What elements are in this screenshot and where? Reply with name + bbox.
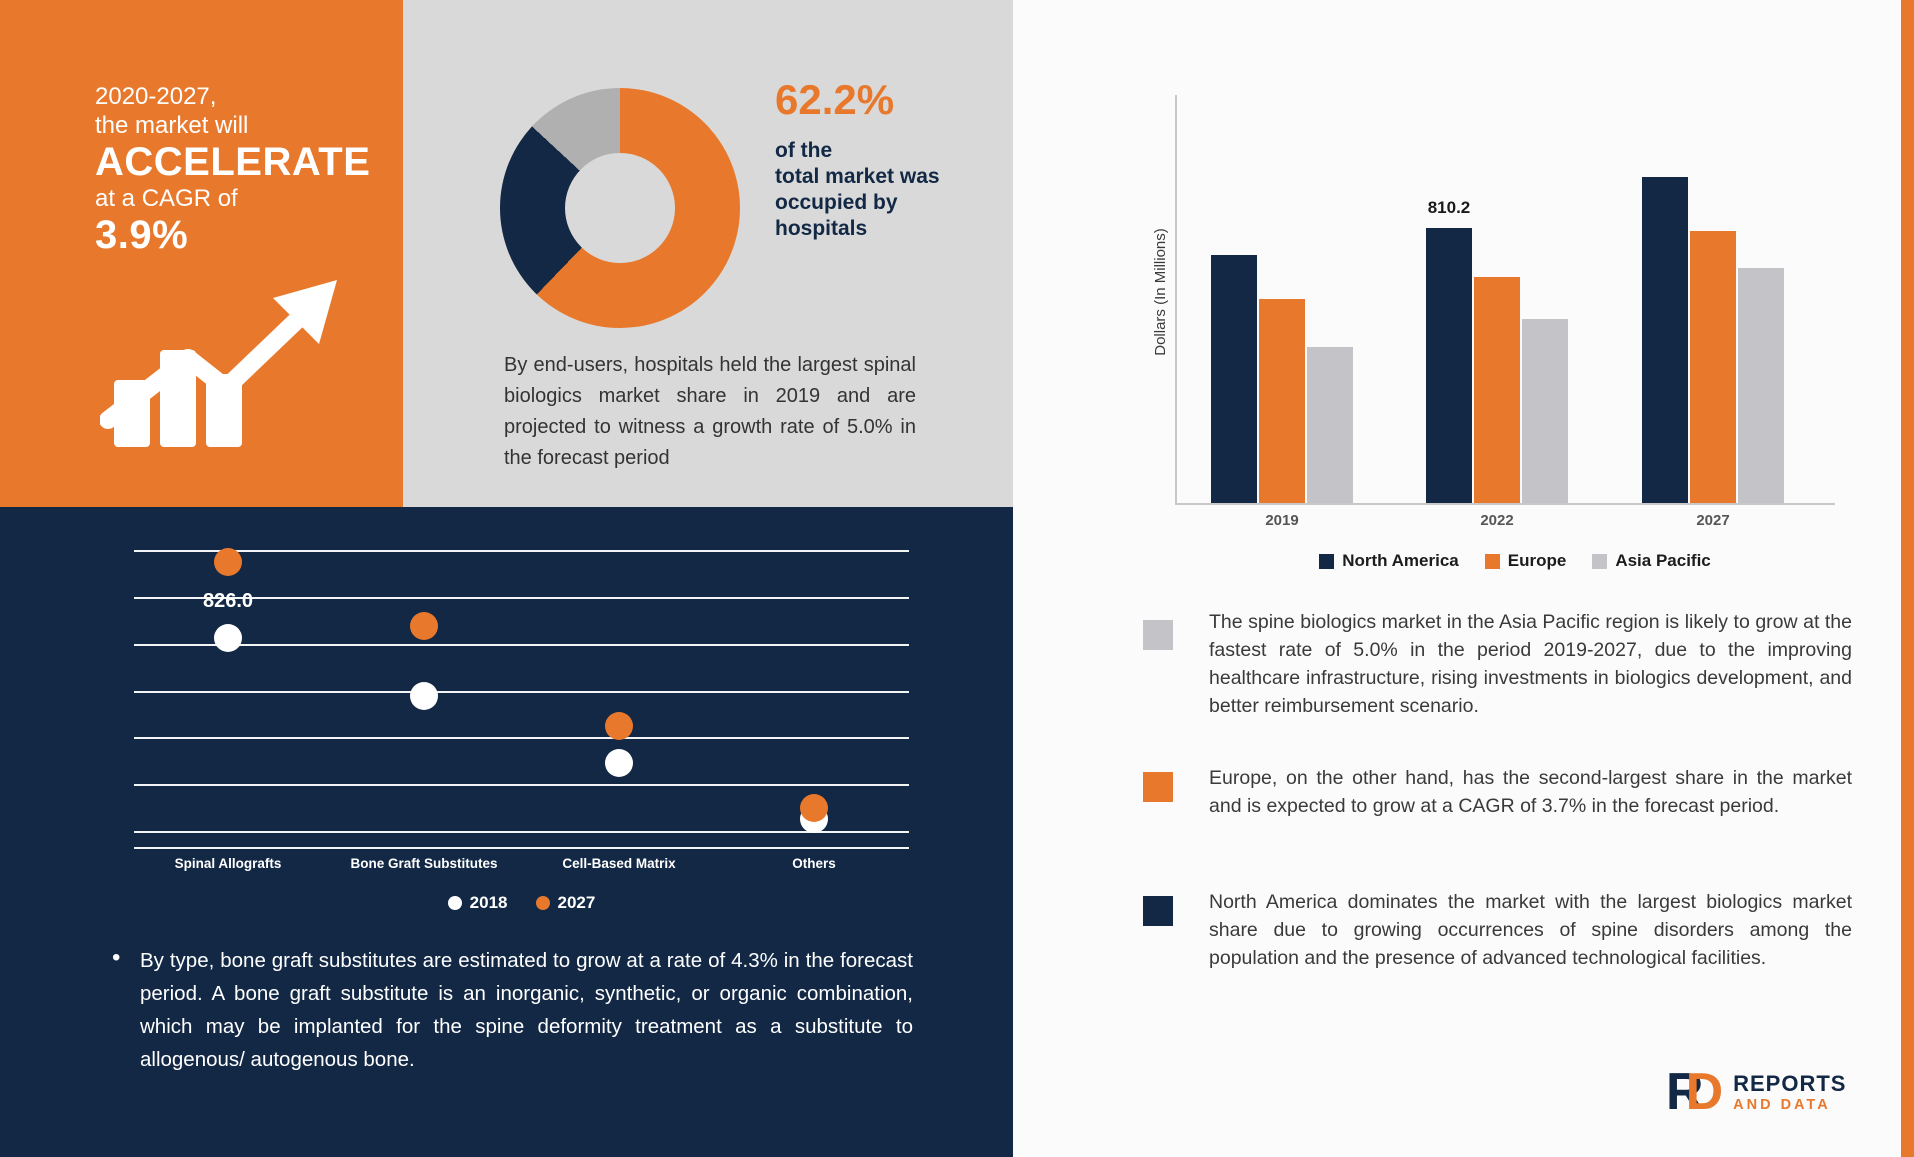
legend-square-north-america	[1319, 553, 1335, 569]
legend-item-north-america: North America	[1319, 551, 1459, 571]
bar-asia-pacific-2019	[1307, 346, 1353, 503]
dot-2018-0	[214, 623, 242, 652]
legend-dot-2027	[535, 896, 550, 910]
bar-north-america-2022	[1426, 227, 1472, 503]
right-accent-strip	[1901, 0, 1914, 1157]
north-america-paragraph: North America dominates the market with …	[1209, 891, 1852, 969]
end-user-paragraph: By end-users, hospitals held the largest…	[504, 354, 916, 469]
europe-bullet-square	[1143, 772, 1173, 802]
bar-north-america-2027	[1642, 176, 1688, 503]
headline-period: 2020-2027,	[95, 83, 217, 110]
headline-cagr-label: at a CAGR of	[95, 185, 238, 212]
asia-pacific-bullet-square	[1143, 620, 1173, 650]
dot-2027-0	[214, 547, 242, 576]
caption-line-1: of the	[775, 139, 833, 162]
gridline	[134, 831, 909, 833]
caption-line-3: occupied by	[775, 191, 898, 214]
headline-cagr-value: 3.9%	[95, 213, 189, 257]
regional-panel	[1013, 0, 1901, 1157]
data-label-annotation: 826.0	[202, 589, 254, 612]
europe-paragraph: Europe, on the other hand, has the secon…	[1209, 767, 1852, 817]
legend-label: North America	[1342, 551, 1459, 570]
caption-line-4: hospitals	[775, 217, 868, 240]
gridline	[134, 550, 909, 552]
category-label: Cell-Based Matrix	[562, 856, 676, 871]
legend-item-2027: 2027	[535, 893, 596, 913]
reports-and-data-logo: R D REPORTS AND DATA	[1666, 1066, 1846, 1118]
legend-item-europe: Europe	[1484, 551, 1567, 571]
caption-line-2: total market was	[775, 165, 940, 188]
category-label: Others	[792, 856, 836, 871]
legend-item-asia-pacific: Asia Pacific	[1592, 551, 1711, 571]
logo-letter-r: R	[1666, 1063, 1704, 1121]
logo-reports: REPORTS	[1733, 1071, 1847, 1096]
legend-label-2027: 2027	[557, 893, 596, 912]
asia-pacific-paragraph: The spine biologics market in the Asia P…	[1209, 611, 1852, 717]
hospital-share-donut-chart	[500, 88, 740, 328]
regional-legend: North America Europe Asia Pacific	[1175, 551, 1855, 571]
dot-2027-1	[410, 612, 438, 641]
gridline	[134, 737, 909, 740]
bar-europe-2022	[1474, 276, 1520, 503]
legend-label-2018: 2018	[469, 893, 508, 912]
y-axis-label: Dollars (In Millions)	[1152, 228, 1169, 356]
dot-2018-1	[410, 682, 438, 711]
gridline	[134, 596, 909, 599]
gridline	[134, 784, 909, 787]
logo-mark: R D	[1666, 1066, 1723, 1118]
legend-label: Europe	[1507, 551, 1567, 570]
logo-and-data: AND DATA	[1733, 1097, 1831, 1113]
growth-arrow-icon	[100, 280, 337, 447]
category-label: Bone Graft Substitutes	[350, 856, 498, 871]
bar-asia-pacific-2027	[1738, 268, 1784, 503]
bullet-marker: •	[112, 944, 121, 971]
headline-panel	[0, 0, 403, 507]
logo-letter-d: D	[1685, 1063, 1724, 1121]
x-axis-line	[1175, 503, 1835, 505]
bar-north-america-2019	[1211, 254, 1257, 503]
dot-2027-3	[800, 793, 828, 822]
headline-block: 2020-2027, the market will ACCELERATE at…	[95, 82, 370, 257]
legend-square-asia-pacific	[1592, 553, 1608, 569]
legend-square-europe	[1484, 553, 1500, 569]
gridline	[134, 643, 909, 646]
legend-dot-2018	[447, 896, 462, 910]
type-dot-chart: Spinal Allografts Bone Graft Substitutes C…	[134, 547, 909, 885]
regional-bar-chart: 2019 2022 2027 810.2	[1175, 95, 1855, 535]
donut-stat-caption: of the total market was occupied by hosp…	[775, 138, 940, 242]
logo-text: REPORTS AND DATA	[1733, 1071, 1846, 1113]
bar-asia-pacific-2022	[1522, 319, 1568, 503]
year-label-2019: 2019	[1265, 512, 1299, 529]
type-chart-legend: 2018 2027	[134, 893, 909, 913]
headline-market-will: the market will	[95, 112, 249, 139]
donut-stat-value: 62.2%	[775, 76, 895, 123]
headline-accelerate: ACCELERATE	[95, 140, 371, 184]
legend-label: Asia Pacific	[1615, 551, 1711, 570]
bar-data-label: 810.2	[1427, 197, 1471, 217]
north-america-bullet-square	[1143, 896, 1173, 926]
gridline	[134, 690, 909, 693]
legend-item-2018: 2018	[447, 893, 508, 913]
bar-europe-2019	[1259, 299, 1305, 503]
dot-2018-2	[605, 749, 633, 778]
x-axis-line	[134, 847, 909, 849]
type-paragraph: By type, bone graft substitutes are esti…	[140, 949, 913, 1071]
y-axis-line	[1175, 95, 1177, 503]
year-label-2027: 2027	[1696, 512, 1730, 529]
year-label-2022: 2022	[1480, 512, 1514, 529]
bar-europe-2027	[1690, 231, 1736, 503]
category-label: Spinal Allografts	[174, 856, 282, 871]
dot-2027-2	[605, 711, 633, 740]
